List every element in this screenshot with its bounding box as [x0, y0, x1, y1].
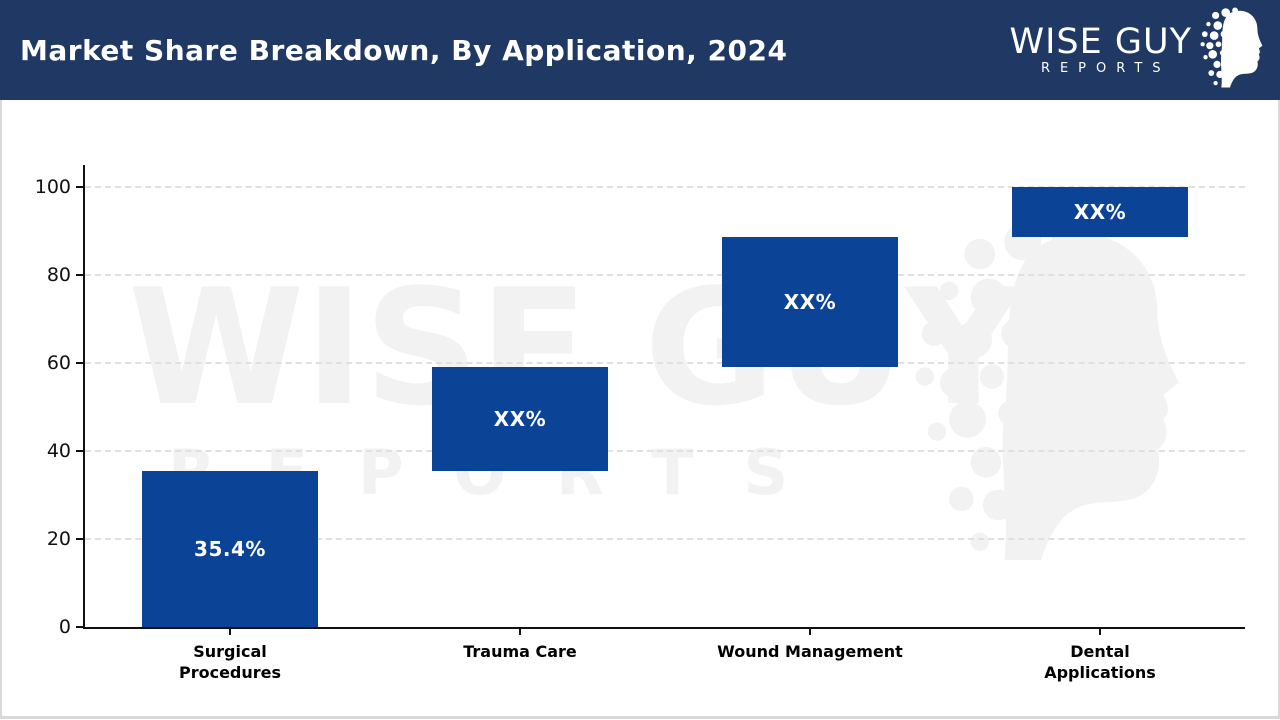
logo-reports-text: REPORTS: [1040, 61, 1171, 76]
y-tick-label-80: 80: [46, 264, 71, 286]
page-title: Market Share Breakdown, By Application, …: [20, 34, 788, 67]
x-axis-line: [83, 627, 1245, 629]
bar-1: 35.4%: [142, 471, 318, 627]
bar-3: XX%: [722, 236, 898, 367]
x-category-label-2: Trauma Care: [463, 642, 577, 661]
x-category-label-4: Dental Applications: [1044, 642, 1156, 682]
bar-value-label: XX%: [783, 289, 837, 314]
gridline-60: [85, 362, 1245, 364]
bar-value-label: XX%: [493, 407, 547, 432]
y-tick-100: [76, 186, 84, 188]
y-tick-80: [76, 274, 84, 276]
x-tick-4: [1099, 629, 1101, 635]
x-category-label-3: Wound Management: [717, 642, 903, 661]
y-tick-40: [76, 450, 84, 452]
y-tick-label-40: 40: [46, 440, 71, 462]
x-category-label-1: Surgical Procedures: [178, 642, 282, 682]
gridline-80: [85, 274, 1245, 276]
y-tick-0: [76, 626, 84, 628]
y-tick-label-60: 60: [46, 352, 71, 374]
y-tick-label-20: 20: [46, 528, 71, 550]
bar-2: XX%: [432, 366, 608, 472]
logo-text: WISE GUY REPORTS: [1009, 23, 1192, 77]
x-tick-2: [519, 629, 521, 635]
y-tick-20: [76, 538, 84, 540]
header: Market Share Breakdown, By Application, …: [0, 0, 1280, 100]
gridline-100: [85, 186, 1245, 188]
gridline-20: [85, 538, 1245, 540]
gridline-40: [85, 450, 1245, 452]
bar-value-label: 35.4%: [194, 537, 266, 562]
bar-value-label: XX%: [1073, 199, 1127, 224]
y-tick-label-100: 100: [34, 176, 71, 198]
y-tick-60: [76, 362, 84, 364]
x-tick-3: [809, 629, 811, 635]
logo-wiseguy-text: WISE GUY: [1009, 22, 1192, 62]
logo-head-icon: [1200, 7, 1263, 88]
y-tick-label-0: 0: [58, 616, 71, 638]
wise-guy-reports-logo: WISE GUY REPORTS: [1009, 6, 1266, 94]
bar-4: XX%: [1012, 187, 1188, 237]
x-tick-1: [229, 629, 231, 635]
y-axis-line: [83, 165, 85, 629]
